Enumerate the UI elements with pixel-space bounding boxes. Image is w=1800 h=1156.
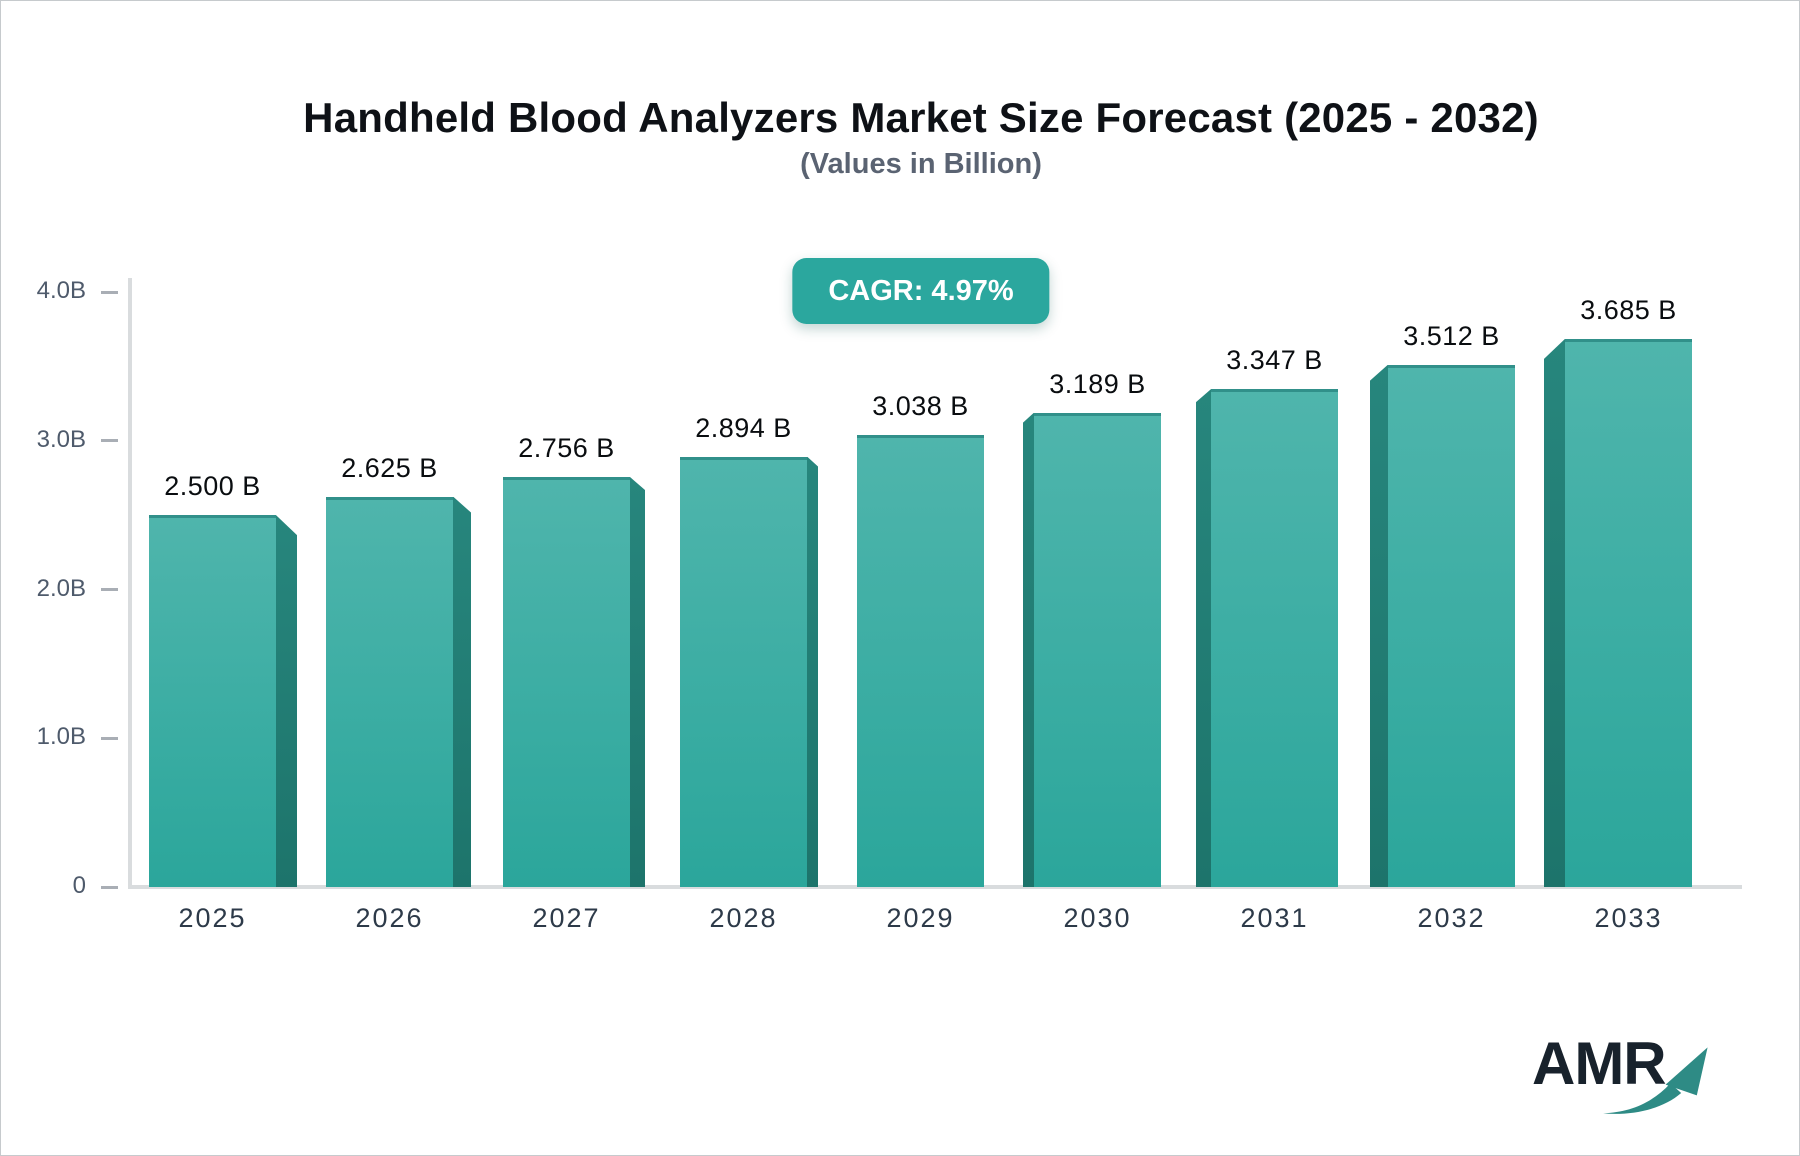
bar-value-label: 3.189 B	[1049, 368, 1146, 399]
bar-main-face	[680, 456, 807, 887]
bar-main-face	[1565, 338, 1692, 887]
bar-main-face	[149, 515, 276, 887]
x-tick-label: 2033	[1594, 903, 1663, 933]
y-tick-dash	[101, 736, 118, 740]
y-axis-line	[128, 278, 132, 889]
bar-main-face	[857, 435, 984, 887]
x-tick-label: 2030	[1063, 903, 1132, 933]
bar-value-label: 3.512 B	[1403, 320, 1500, 351]
y-tick-dash	[101, 290, 118, 294]
y-tick-dash	[101, 885, 118, 889]
growth-arrow-icon	[1603, 1047, 1708, 1114]
chart-subtitle: (Values in Billion)	[800, 148, 1042, 180]
bar-side-face	[1023, 412, 1034, 887]
bar-main-face	[1388, 364, 1515, 887]
bar-main-face	[326, 496, 453, 887]
y-tick-dash	[101, 439, 118, 443]
bar-side-face	[1370, 364, 1388, 887]
x-tick-label: 2031	[1240, 903, 1309, 933]
amr-logo-text: AMR	[1532, 1030, 1667, 1097]
x-tick-label: 2025	[178, 903, 247, 933]
x-tick-label: 2029	[886, 903, 955, 933]
bar-value-label: 3.685 B	[1580, 294, 1677, 325]
y-tick-label: 4.0B	[36, 277, 86, 304]
bar-side-face	[1196, 389, 1211, 887]
x-tick-label: 2032	[1417, 903, 1486, 933]
x-tick-label: 2027	[532, 903, 601, 933]
bar-value-label: 3.038 B	[872, 391, 969, 422]
bar-value-label: 2.625 B	[341, 452, 438, 483]
bar-side-face	[630, 477, 645, 887]
bar-value-label: 2.756 B	[518, 433, 615, 464]
bar-side-face	[807, 456, 818, 887]
amr-logo: AMR	[1532, 1032, 1742, 1132]
y-tick-label: 3.0B	[36, 425, 86, 453]
bar-main-face	[1034, 412, 1161, 887]
bar-side-face	[276, 515, 297, 887]
y-tick-label: 2.0B	[36, 574, 86, 602]
cagr-badge: CAGR: 4.97%	[792, 258, 1050, 324]
bar-value-label: 3.347 B	[1226, 345, 1323, 376]
bar-value-label: 2.894 B	[695, 412, 792, 443]
x-axis-line	[128, 885, 1742, 889]
bar-main-face	[1211, 389, 1338, 887]
chart-title: Handheld Blood Analyzers Market Size For…	[303, 94, 1539, 141]
y-tick-dash	[101, 588, 118, 591]
x-tick-label: 2028	[709, 903, 778, 933]
bar-side-face	[1544, 338, 1565, 887]
y-tick-label: 1.0B	[36, 723, 86, 751]
bar-value-label: 2.500 B	[164, 471, 261, 502]
y-tick-label: 0	[72, 872, 86, 899]
bar-side-face	[453, 496, 471, 887]
bar-main-face	[503, 477, 630, 887]
x-tick-label: 2026	[355, 903, 424, 933]
